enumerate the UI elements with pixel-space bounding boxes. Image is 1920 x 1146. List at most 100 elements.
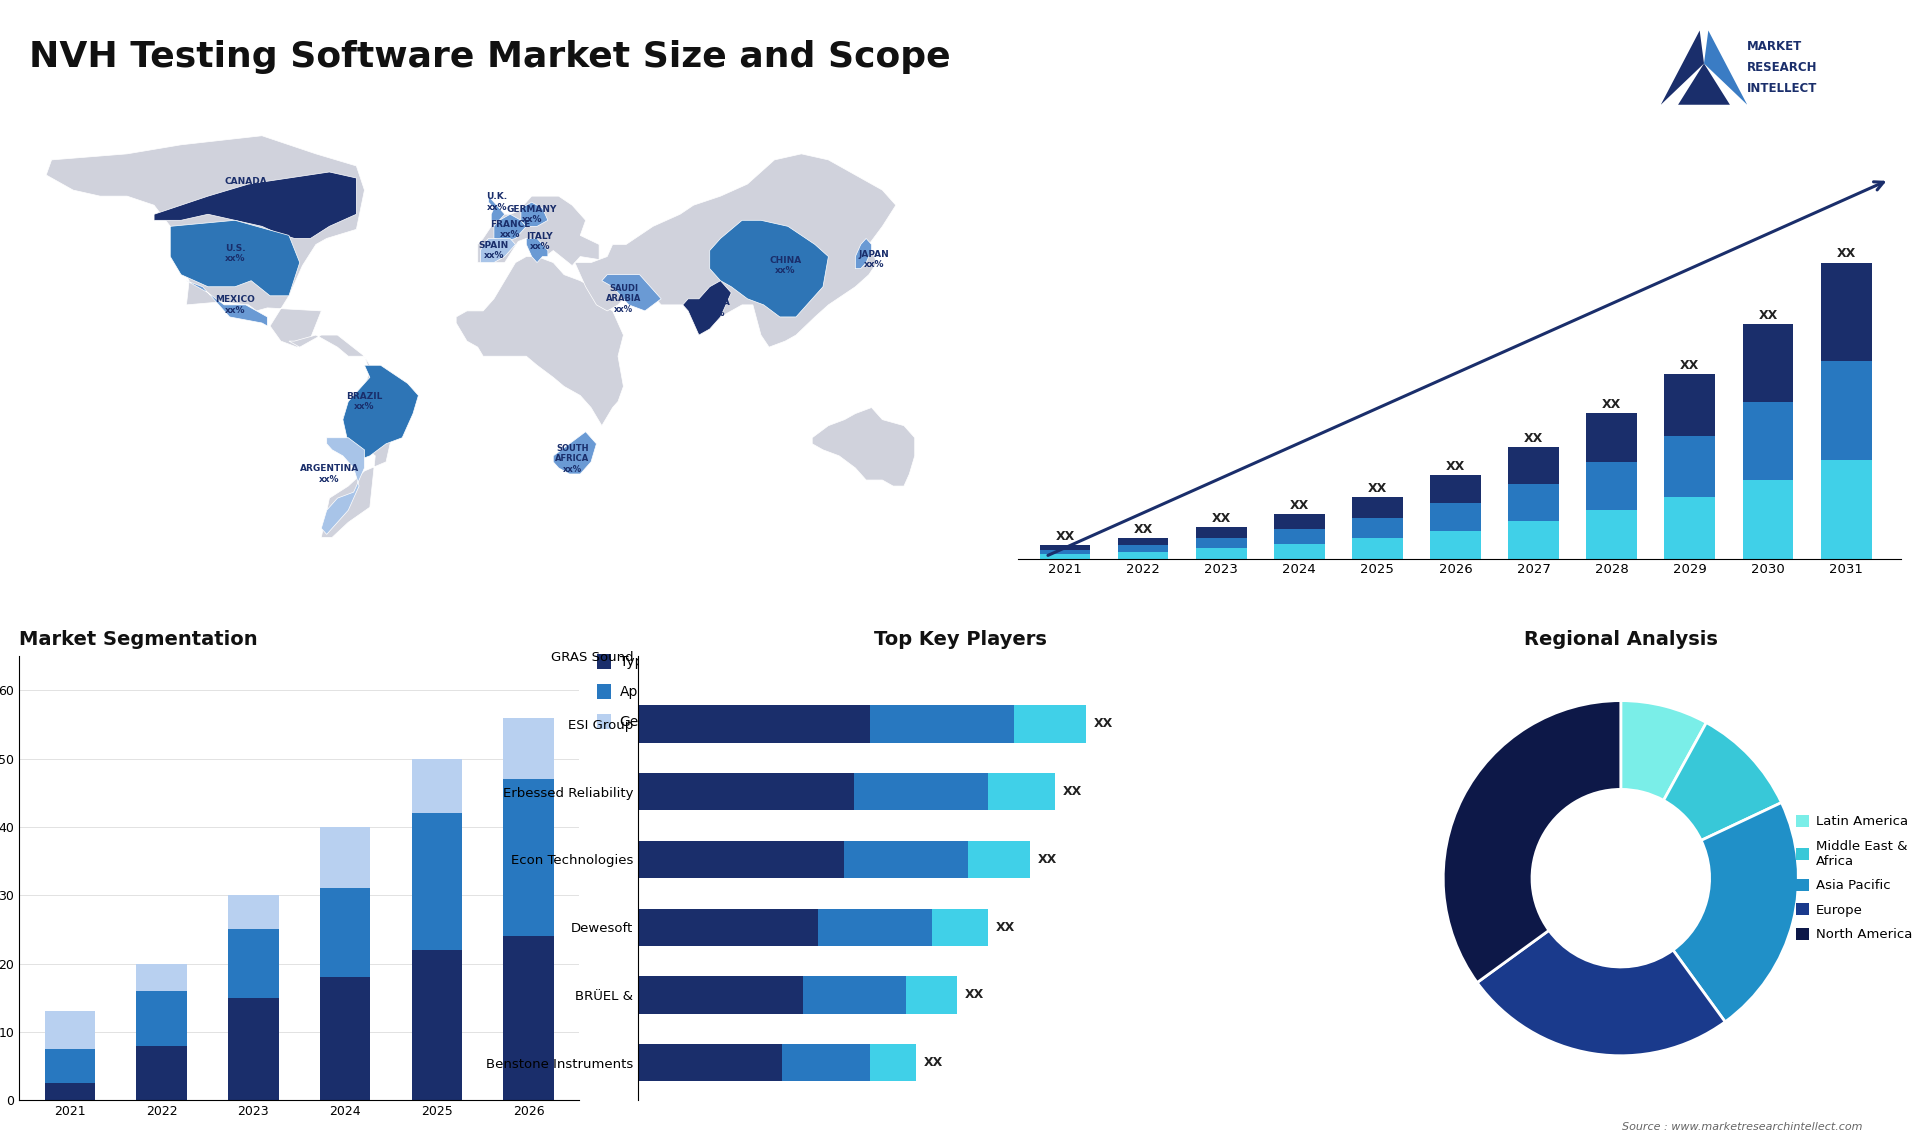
- Wedge shape: [1620, 700, 1707, 800]
- Bar: [44, 1012, 96, 1049]
- Bar: [1665, 375, 1715, 435]
- Polygon shape: [520, 202, 547, 227]
- Bar: [321, 978, 371, 1100]
- Polygon shape: [601, 275, 660, 311]
- Bar: [1196, 527, 1246, 537]
- Polygon shape: [171, 220, 300, 296]
- Text: XX: XX: [1037, 853, 1056, 866]
- Text: XX: XX: [1064, 785, 1083, 799]
- Text: U.K.
xx%: U.K. xx%: [486, 193, 507, 212]
- Bar: [503, 717, 553, 779]
- Polygon shape: [574, 154, 897, 347]
- Bar: [870, 705, 1014, 743]
- Bar: [228, 929, 278, 998]
- Bar: [411, 759, 463, 814]
- Wedge shape: [1663, 723, 1782, 840]
- Text: XX: XX: [1290, 499, 1309, 511]
- Text: NVH Testing Software Market Size and Scope: NVH Testing Software Market Size and Sco…: [29, 40, 950, 74]
- Text: FRANCE
xx%: FRANCE xx%: [490, 220, 530, 240]
- Bar: [321, 827, 371, 888]
- Bar: [1117, 545, 1169, 552]
- Bar: [845, 841, 968, 878]
- Polygon shape: [553, 432, 597, 474]
- Polygon shape: [480, 238, 515, 262]
- Bar: [803, 976, 906, 1013]
- Title: Top Key Players: Top Key Players: [874, 630, 1046, 649]
- Text: INDIA
xx%: INDIA xx%: [701, 298, 730, 317]
- Bar: [44, 1083, 96, 1100]
- Polygon shape: [478, 196, 599, 266]
- Bar: [411, 814, 463, 950]
- Bar: [321, 888, 371, 978]
- Bar: [637, 976, 803, 1013]
- Bar: [1352, 539, 1404, 558]
- Text: XX: XX: [1837, 248, 1857, 260]
- Bar: [989, 774, 1056, 810]
- Text: XX: XX: [1056, 529, 1075, 543]
- Bar: [1039, 550, 1091, 554]
- Text: INTELLECT: INTELLECT: [1747, 81, 1818, 95]
- Text: XX: XX: [1446, 460, 1465, 472]
- Text: SAUDI
ARABIA
xx%: SAUDI ARABIA xx%: [605, 284, 641, 314]
- Wedge shape: [1444, 700, 1620, 982]
- Legend: Type, Application, Geography: Type, Application, Geography: [597, 654, 697, 729]
- Bar: [411, 950, 463, 1100]
- Polygon shape: [1661, 31, 1705, 104]
- Bar: [1509, 484, 1559, 521]
- Polygon shape: [46, 135, 365, 347]
- Bar: [1039, 554, 1091, 558]
- Bar: [1117, 539, 1169, 545]
- Bar: [1586, 510, 1638, 558]
- Polygon shape: [154, 172, 357, 238]
- Text: XX: XX: [1759, 308, 1778, 322]
- Bar: [818, 909, 931, 945]
- Bar: [854, 774, 989, 810]
- Bar: [637, 909, 818, 945]
- Bar: [1586, 462, 1638, 510]
- Bar: [1743, 402, 1793, 480]
- Bar: [1430, 503, 1480, 531]
- Bar: [906, 976, 958, 1013]
- Bar: [931, 909, 989, 945]
- Polygon shape: [493, 214, 526, 242]
- Bar: [1665, 497, 1715, 558]
- Bar: [503, 779, 553, 936]
- Text: XX: XX: [924, 1057, 943, 1069]
- Text: ITALY
xx%: ITALY xx%: [526, 231, 553, 251]
- Text: JAPAN
xx%: JAPAN xx%: [858, 250, 889, 269]
- Bar: [1665, 435, 1715, 497]
- Bar: [136, 1045, 186, 1100]
- Text: XX: XX: [1524, 432, 1544, 445]
- Text: XX: XX: [1133, 524, 1152, 536]
- Polygon shape: [710, 220, 828, 317]
- Bar: [1820, 361, 1872, 460]
- Bar: [1352, 518, 1404, 539]
- Polygon shape: [321, 438, 365, 534]
- Bar: [228, 895, 278, 929]
- Bar: [1196, 548, 1246, 558]
- Polygon shape: [526, 238, 547, 262]
- Bar: [637, 774, 854, 810]
- Bar: [228, 998, 278, 1100]
- Bar: [1820, 460, 1872, 558]
- Polygon shape: [812, 408, 914, 486]
- Bar: [1509, 521, 1559, 558]
- Bar: [503, 936, 553, 1100]
- Bar: [1743, 480, 1793, 558]
- Circle shape: [1532, 790, 1709, 967]
- Bar: [136, 991, 186, 1045]
- Text: MARKET: MARKET: [1747, 40, 1803, 54]
- Bar: [1352, 497, 1404, 518]
- Text: XX: XX: [1601, 398, 1620, 411]
- Bar: [1273, 528, 1325, 543]
- Text: RESEARCH: RESEARCH: [1747, 61, 1818, 74]
- Bar: [1820, 262, 1872, 361]
- Bar: [637, 705, 870, 743]
- Text: CANADA
xx%: CANADA xx%: [225, 178, 267, 197]
- Bar: [1509, 447, 1559, 484]
- Bar: [870, 1044, 916, 1082]
- Text: Source : www.marketresearchintellect.com: Source : www.marketresearchintellect.com: [1622, 1122, 1862, 1132]
- Polygon shape: [684, 281, 732, 335]
- Text: SPAIN
xx%: SPAIN xx%: [478, 241, 509, 260]
- Bar: [1273, 513, 1325, 528]
